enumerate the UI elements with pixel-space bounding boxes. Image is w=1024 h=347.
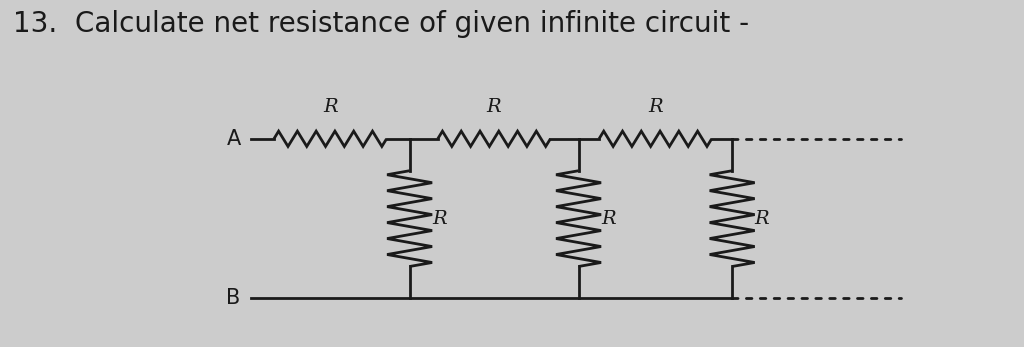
Text: R: R <box>323 98 338 116</box>
Text: 13.  Calculate net resistance of given infinite circuit -: 13. Calculate net resistance of given in… <box>13 10 750 39</box>
Text: R: R <box>601 210 615 228</box>
Text: R: R <box>648 98 663 116</box>
Text: R: R <box>486 98 502 116</box>
Text: R: R <box>755 210 769 228</box>
Text: A: A <box>226 129 241 149</box>
Text: R: R <box>432 210 446 228</box>
Text: B: B <box>226 288 241 308</box>
